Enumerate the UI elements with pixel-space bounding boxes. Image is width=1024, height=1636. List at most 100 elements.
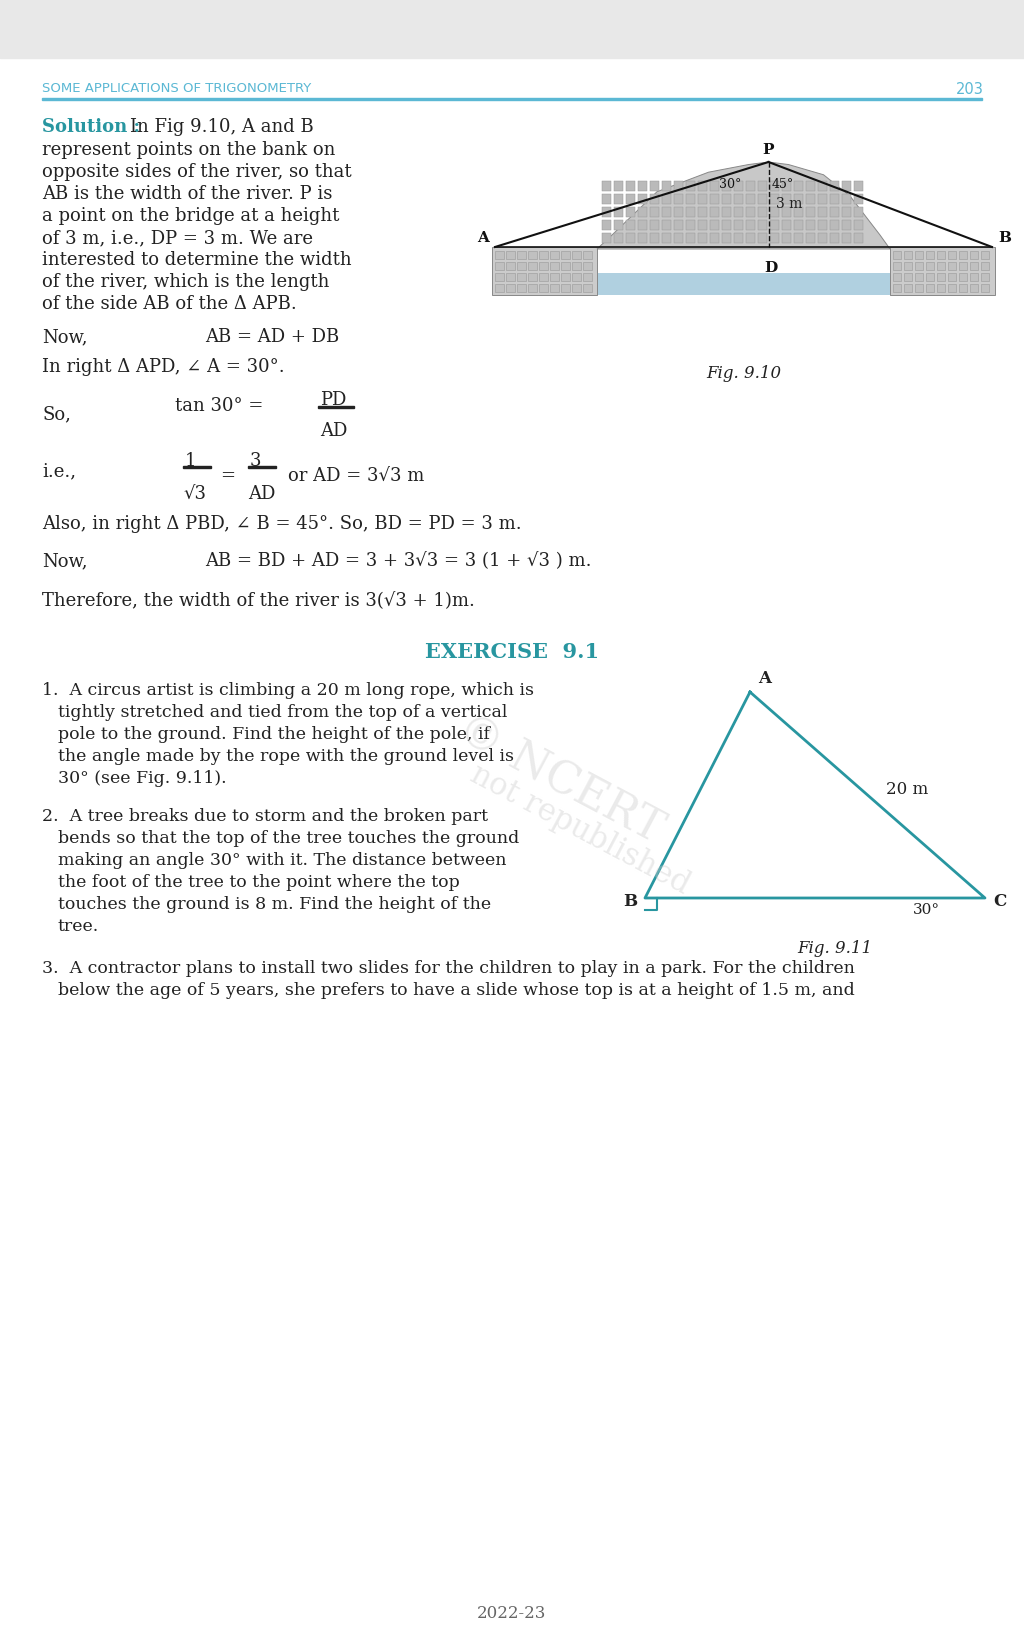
Bar	[915, 262, 923, 270]
Text: B: B	[998, 231, 1011, 245]
Bar	[904, 273, 912, 281]
Text: 45°: 45°	[771, 178, 794, 191]
Bar	[948, 273, 956, 281]
Bar	[662, 219, 671, 231]
Bar	[583, 250, 592, 258]
Bar	[626, 182, 635, 191]
Bar	[506, 262, 515, 270]
Bar	[937, 273, 945, 281]
Bar	[926, 262, 934, 270]
Bar	[926, 285, 934, 291]
Text: PD: PD	[319, 391, 346, 409]
Text: tightly stretched and tied from the top of a vertical: tightly stretched and tied from the top …	[58, 703, 507, 721]
Bar	[506, 285, 515, 291]
Text: 2.  A tree breaks due to storm and the broken part: 2. A tree breaks due to storm and the br…	[42, 808, 488, 825]
Bar	[818, 195, 827, 204]
Bar	[572, 273, 581, 281]
Bar	[674, 182, 683, 191]
Bar	[492, 247, 597, 294]
Bar	[495, 285, 504, 291]
Bar	[770, 208, 779, 218]
Bar	[506, 273, 515, 281]
Bar	[614, 182, 623, 191]
Bar	[650, 182, 659, 191]
Bar	[981, 262, 989, 270]
Bar	[854, 182, 863, 191]
Bar	[893, 285, 901, 291]
Text: 30° (see Fig. 9.11).: 30° (see Fig. 9.11).	[58, 771, 226, 787]
Bar	[970, 273, 978, 281]
Text: opposite sides of the river, so that: opposite sides of the river, so that	[42, 164, 351, 182]
Bar	[550, 273, 559, 281]
Bar	[42, 98, 982, 100]
Text: Fig. 9.10: Fig. 9.10	[706, 365, 781, 381]
Bar	[662, 232, 671, 244]
Bar	[572, 250, 581, 258]
Bar	[662, 208, 671, 218]
Bar	[561, 285, 570, 291]
Bar	[734, 182, 743, 191]
Bar	[746, 208, 755, 218]
Bar	[893, 262, 901, 270]
Bar	[854, 219, 863, 231]
Text: EXERCISE  9.1: EXERCISE 9.1	[425, 641, 599, 663]
Bar	[495, 250, 504, 258]
Text: In right Δ APD, ∠ A = 30°.: In right Δ APD, ∠ A = 30°.	[42, 358, 285, 376]
Bar	[842, 195, 851, 204]
Bar	[926, 250, 934, 258]
Bar	[854, 208, 863, 218]
Bar	[698, 195, 707, 204]
Bar	[674, 219, 683, 231]
Bar	[948, 262, 956, 270]
Bar	[561, 262, 570, 270]
Text: of the side AB of the Δ APB.: of the side AB of the Δ APB.	[42, 294, 297, 312]
Bar	[602, 182, 611, 191]
Bar	[842, 182, 851, 191]
Bar	[734, 208, 743, 218]
Text: D: D	[764, 262, 777, 275]
Bar	[970, 250, 978, 258]
Bar	[830, 195, 839, 204]
Bar	[806, 208, 815, 218]
Text: AB = AD + DB: AB = AD + DB	[205, 327, 339, 345]
Bar	[806, 232, 815, 244]
Bar	[626, 195, 635, 204]
Bar	[710, 208, 719, 218]
Bar	[770, 182, 779, 191]
Bar	[842, 232, 851, 244]
Bar	[662, 182, 671, 191]
Bar	[674, 232, 683, 244]
Bar	[794, 182, 803, 191]
Bar	[746, 219, 755, 231]
Bar	[517, 262, 526, 270]
Bar	[583, 262, 592, 270]
Text: Also, in right Δ PBD, ∠ B = 45°. So, BD = PD = 3 m.: Also, in right Δ PBD, ∠ B = 45°. So, BD …	[42, 515, 521, 533]
Bar	[981, 250, 989, 258]
Text: AB = BD + AD = 3 + 3√3 = 3 (1 + √3 ) m.: AB = BD + AD = 3 + 3√3 = 3 (1 + √3 ) m.	[205, 551, 592, 569]
Bar	[614, 208, 623, 218]
Bar	[758, 232, 767, 244]
Text: B: B	[623, 893, 637, 910]
Bar	[722, 232, 731, 244]
Bar	[937, 250, 945, 258]
Bar	[528, 250, 537, 258]
Bar	[626, 219, 635, 231]
Bar	[539, 285, 548, 291]
Bar	[183, 466, 211, 468]
Bar	[602, 195, 611, 204]
Bar	[650, 208, 659, 218]
Bar	[495, 262, 504, 270]
Text: pole to the ground. Find the height of the pole, if: pole to the ground. Find the height of t…	[58, 726, 490, 743]
Text: A: A	[758, 671, 771, 687]
Text: not republished: not republished	[465, 759, 695, 901]
Bar	[686, 232, 695, 244]
Text: 2022-23: 2022-23	[477, 1605, 547, 1621]
Bar	[794, 195, 803, 204]
Bar	[806, 219, 815, 231]
Text: 30°: 30°	[719, 178, 741, 191]
Bar	[842, 208, 851, 218]
Polygon shape	[597, 162, 890, 249]
Bar	[686, 195, 695, 204]
Bar	[970, 285, 978, 291]
Bar	[550, 262, 559, 270]
